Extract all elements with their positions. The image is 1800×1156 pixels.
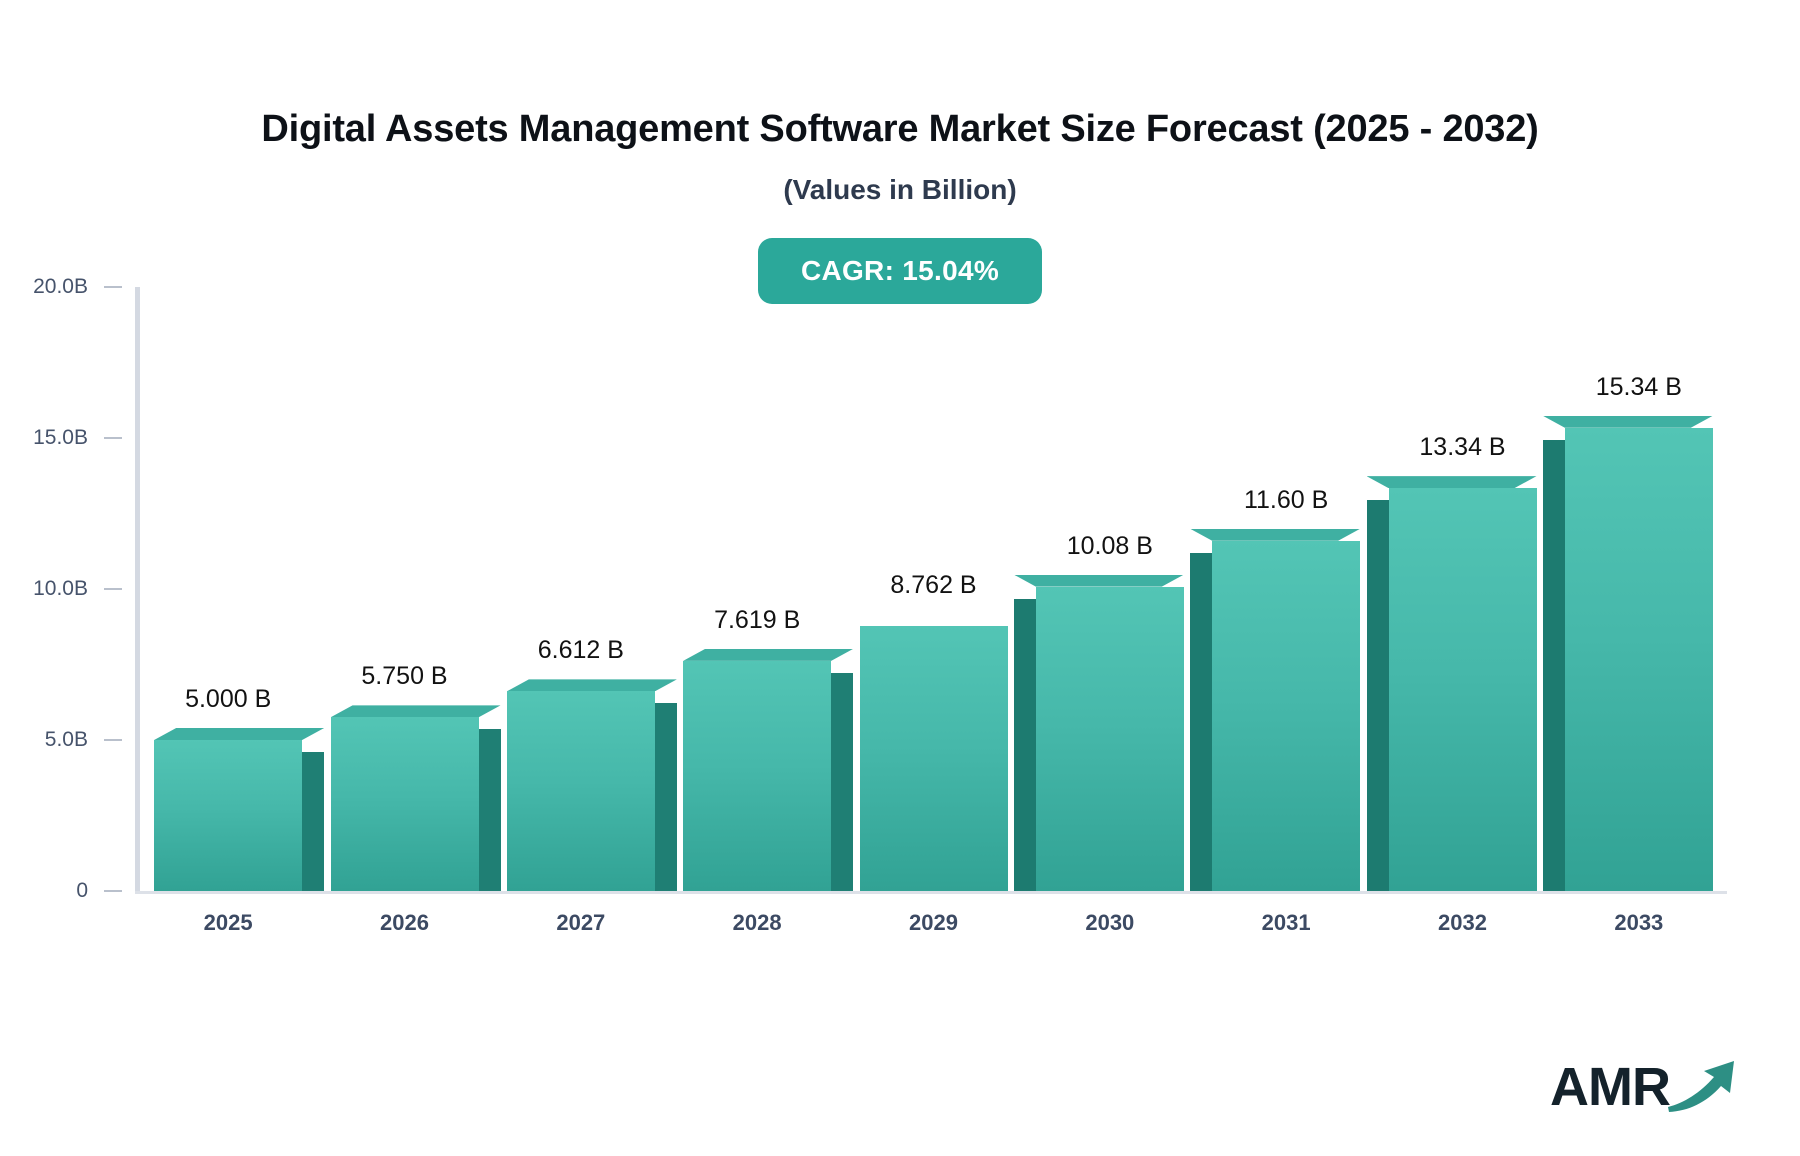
- bar-value-label: 5.000 B: [185, 685, 272, 713]
- bar-face: [683, 660, 832, 891]
- x-axis-tick-label-2026: 2026: [380, 910, 429, 935]
- bar-2028[interactable]: 7.619 B: [683, 606, 854, 891]
- x-axis-tick-label-2029: 2029: [909, 910, 958, 935]
- bar-2033[interactable]: 15.34 B: [1542, 373, 1713, 891]
- y-axis-tick-mark: [104, 437, 122, 439]
- bar-value-label: 6.612 B: [537, 636, 624, 665]
- bar-face: [1388, 488, 1537, 891]
- bar-value-label: 13.34 B: [1419, 433, 1506, 462]
- bar-2030[interactable]: 10.08 B: [1013, 532, 1184, 891]
- chart-header: Digital Assets Management Software Marke…: [0, 0, 1800, 206]
- bar-side-face: [1366, 500, 1389, 891]
- bar-top-face: [1190, 528, 1361, 541]
- amr-logo: AMR: [1550, 1053, 1740, 1120]
- bar-top-face: [1542, 415, 1713, 428]
- bar-2032[interactable]: 13.34 B: [1366, 433, 1537, 891]
- amr-logo-text: AMR: [1550, 1056, 1671, 1117]
- bar-2029[interactable]: 8.762 B: [859, 571, 1008, 891]
- bar-top-face: [1013, 574, 1184, 587]
- bar-face: [1035, 586, 1184, 891]
- bar-value-label: 8.762 B: [890, 571, 977, 600]
- y-axis-tick-label: 15.0B: [33, 426, 88, 449]
- y-axis-tick-label: 5.0B: [44, 728, 88, 751]
- bar-value-label: 7.619 B: [714, 605, 801, 634]
- bar-side-face: [831, 672, 854, 891]
- bar-face: [1212, 540, 1361, 891]
- chart-subtitle: (Values in Billion): [783, 173, 1017, 205]
- bar-2027[interactable]: 6.612 B: [506, 636, 677, 891]
- trend-up-arrow-icon: [1664, 1053, 1740, 1120]
- x-axis-tick-label-2027: 2027: [556, 910, 606, 935]
- bar-face: [154, 740, 303, 891]
- y-axis-tick-label: 20.0B: [33, 275, 88, 298]
- bar-2025[interactable]: 5.000 B: [154, 685, 325, 891]
- bar-top-face: [154, 728, 325, 740]
- x-axis-tick-label-2032: 2032: [1438, 910, 1487, 935]
- x-axis-tick-label-2025: 2025: [203, 910, 253, 935]
- y-axis-tick-label: 0: [76, 879, 88, 902]
- bar-top-face: [506, 679, 677, 692]
- bar-side-face: [302, 752, 325, 891]
- bar-face: [330, 717, 479, 891]
- bar-top-face: [1366, 476, 1537, 489]
- x-axis-tick-label-2028: 2028: [732, 910, 782, 935]
- bar-side-face: [1190, 552, 1213, 891]
- bar-top-face: [683, 648, 854, 661]
- y-axis-tick-mark: [104, 588, 122, 590]
- bar-face: [859, 626, 1008, 891]
- bar-side-face: [1542, 439, 1565, 891]
- cagr-badge: CAGR: 15.04%: [757, 237, 1043, 304]
- y-axis-tick-label: 10.0B: [33, 577, 88, 600]
- x-axis-line: [135, 891, 1727, 894]
- bar-value-label: 11.60 B: [1243, 485, 1329, 514]
- bar-value-label: 15.34 B: [1595, 372, 1682, 401]
- bar-face: [506, 691, 655, 891]
- y-axis-tick-mark: [104, 286, 122, 288]
- bar-side-face: [478, 729, 501, 891]
- bar-side-face: [654, 703, 677, 891]
- bar-value-label: 5.750 B: [361, 662, 448, 691]
- bar-top-face: [330, 705, 501, 718]
- bar-2026[interactable]: 5.750 B: [330, 662, 501, 891]
- bar-2031[interactable]: 11.60 B: [1190, 486, 1361, 891]
- x-axis-tick-label-2033: 2033: [1614, 910, 1664, 935]
- y-axis-tick-mark: [104, 890, 122, 892]
- y-axis-tick-mark: [104, 739, 122, 741]
- x-axis-tick-label-2030: 2030: [1085, 910, 1135, 935]
- bar-value-label: 10.08 B: [1066, 531, 1153, 560]
- bar-face: [1564, 427, 1713, 891]
- bar-side-face: [1013, 598, 1036, 891]
- x-axis-tick-label-2031: 2031: [1261, 910, 1311, 935]
- y-axis-line: [135, 287, 140, 894]
- cagr-badge-container: CAGR: 15.04%: [0, 237, 1800, 304]
- page-title: Digital Assets Management Software Marke…: [261, 108, 1539, 150]
